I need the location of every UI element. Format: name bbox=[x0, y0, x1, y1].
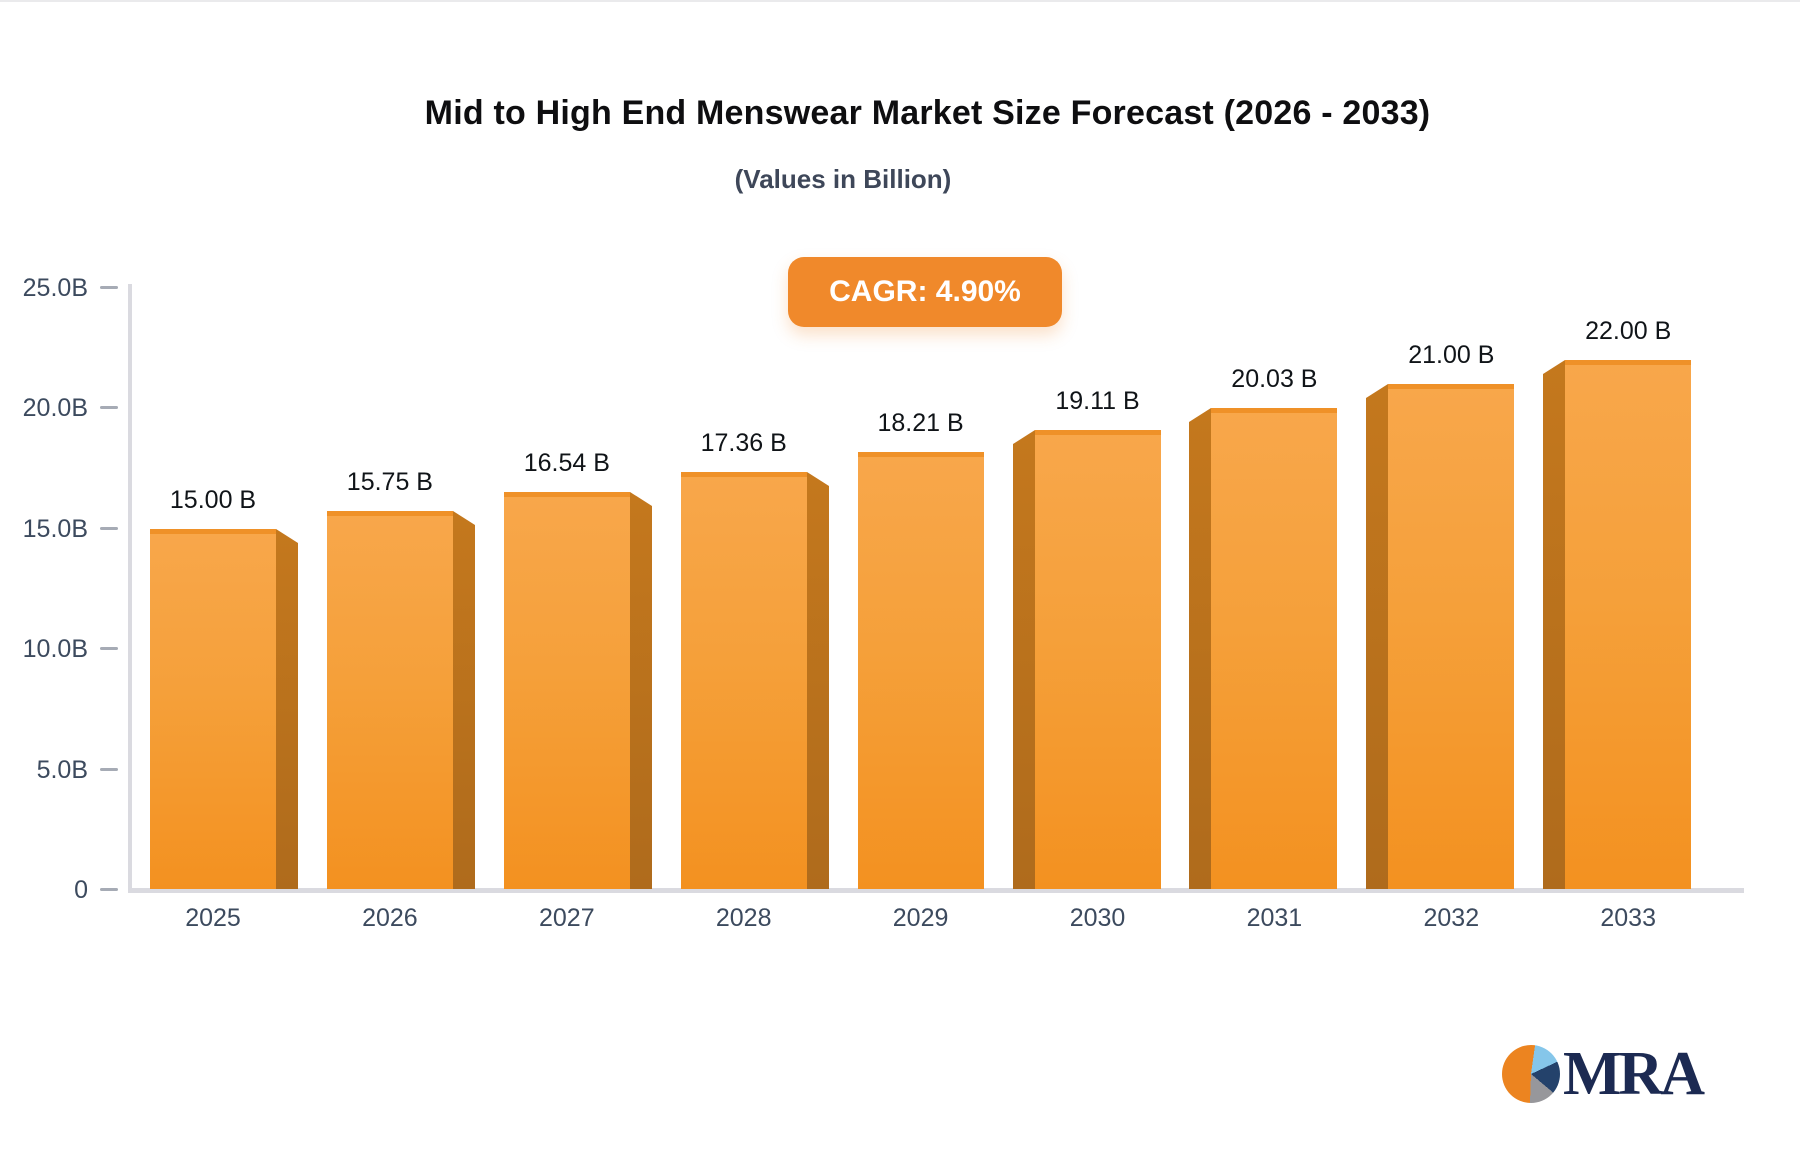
y-axis-line bbox=[128, 284, 132, 892]
y-axis-tick-label: 0 bbox=[74, 876, 88, 904]
bar-top-edge bbox=[327, 511, 453, 516]
bar-side-face bbox=[807, 472, 829, 889]
x-axis-year-label: 2030 bbox=[1069, 904, 1126, 932]
y-axis-tick-label: 15.0B bbox=[22, 514, 88, 543]
cagr-badge: CAGR: 4.90% bbox=[788, 257, 1062, 327]
pie-chart-logo-icon bbox=[1502, 1045, 1560, 1103]
bar-top-edge bbox=[504, 492, 630, 497]
y-axis-tick-mark bbox=[100, 647, 118, 651]
bar-side-face bbox=[1543, 360, 1565, 889]
bar-top-edge bbox=[150, 529, 276, 534]
y-axis-tick-mark bbox=[100, 526, 118, 530]
bar-top-edge bbox=[1035, 430, 1161, 435]
y-axis-tick-mark bbox=[100, 888, 118, 891]
bar-2033[interactable] bbox=[1565, 360, 1691, 889]
logo: MRA bbox=[1502, 1040, 1705, 1108]
logo-text: MRA bbox=[1563, 1040, 1705, 1108]
bar-top-edge bbox=[858, 452, 984, 457]
bar-side-face bbox=[1013, 430, 1035, 889]
x-axis-year-label: 2025 bbox=[185, 904, 241, 932]
bar-value-label: 22.00 B bbox=[1585, 317, 1672, 345]
bar-side-face bbox=[1189, 408, 1211, 889]
chart-subtitle: (Values in Billion) bbox=[734, 164, 952, 194]
bar-top-edge bbox=[1388, 384, 1514, 389]
y-axis-tick-label: 5.0B bbox=[36, 755, 88, 784]
bar-side-face bbox=[453, 511, 475, 889]
bar-top-edge bbox=[1565, 360, 1691, 365]
x-axis-year-label: 2029 bbox=[892, 904, 949, 932]
y-axis-tick-label: 10.0B bbox=[22, 635, 88, 664]
bar-top-edge bbox=[1211, 408, 1337, 413]
x-axis-year-label: 2033 bbox=[1600, 904, 1656, 932]
bar-2025[interactable] bbox=[150, 529, 276, 889]
bar-top-edge bbox=[681, 472, 807, 477]
bar-2030[interactable] bbox=[1035, 430, 1161, 889]
x-axis-year-label: 2032 bbox=[1423, 904, 1480, 932]
bar-2032[interactable] bbox=[1388, 384, 1514, 889]
bar-value-label: 16.54 B bbox=[523, 449, 610, 477]
x-axis-year-label: 2028 bbox=[715, 904, 772, 932]
bar-value-label: 20.03 B bbox=[1231, 365, 1318, 393]
x-axis-baseline bbox=[128, 888, 1744, 893]
bar-value-label: 17.36 B bbox=[700, 429, 787, 457]
y-axis-tick-mark bbox=[100, 406, 118, 410]
bar-side-face bbox=[630, 492, 652, 889]
bar-2028[interactable] bbox=[681, 472, 807, 889]
y-axis-tick-mark bbox=[100, 286, 118, 289]
x-axis-year-label: 2031 bbox=[1246, 904, 1303, 932]
bar-side-face bbox=[1366, 384, 1388, 889]
y-axis-tick-mark bbox=[100, 767, 118, 771]
bar-value-label: 18.21 B bbox=[877, 409, 964, 437]
bar-2026[interactable] bbox=[327, 511, 453, 889]
y-axis-tick-label: 20.0B bbox=[22, 394, 88, 423]
bar-value-label: 21.00 B bbox=[1408, 341, 1495, 369]
bar-value-label: 15.00 B bbox=[169, 486, 257, 514]
bar-2031[interactable] bbox=[1211, 408, 1337, 889]
bar-value-label: 15.75 B bbox=[346, 468, 433, 496]
bar-value-label: 19.11 B bbox=[1055, 387, 1140, 415]
x-axis-year-label: 2026 bbox=[362, 904, 418, 932]
bar-2027[interactable] bbox=[504, 492, 630, 889]
y-axis-tick-label: 25.0B bbox=[22, 274, 88, 302]
bar-2029[interactable] bbox=[858, 452, 984, 889]
chart-title: Mid to High End Menswear Market Size For… bbox=[424, 94, 1431, 132]
bar-side-face bbox=[276, 529, 298, 889]
x-axis-year-label: 2027 bbox=[538, 904, 595, 932]
